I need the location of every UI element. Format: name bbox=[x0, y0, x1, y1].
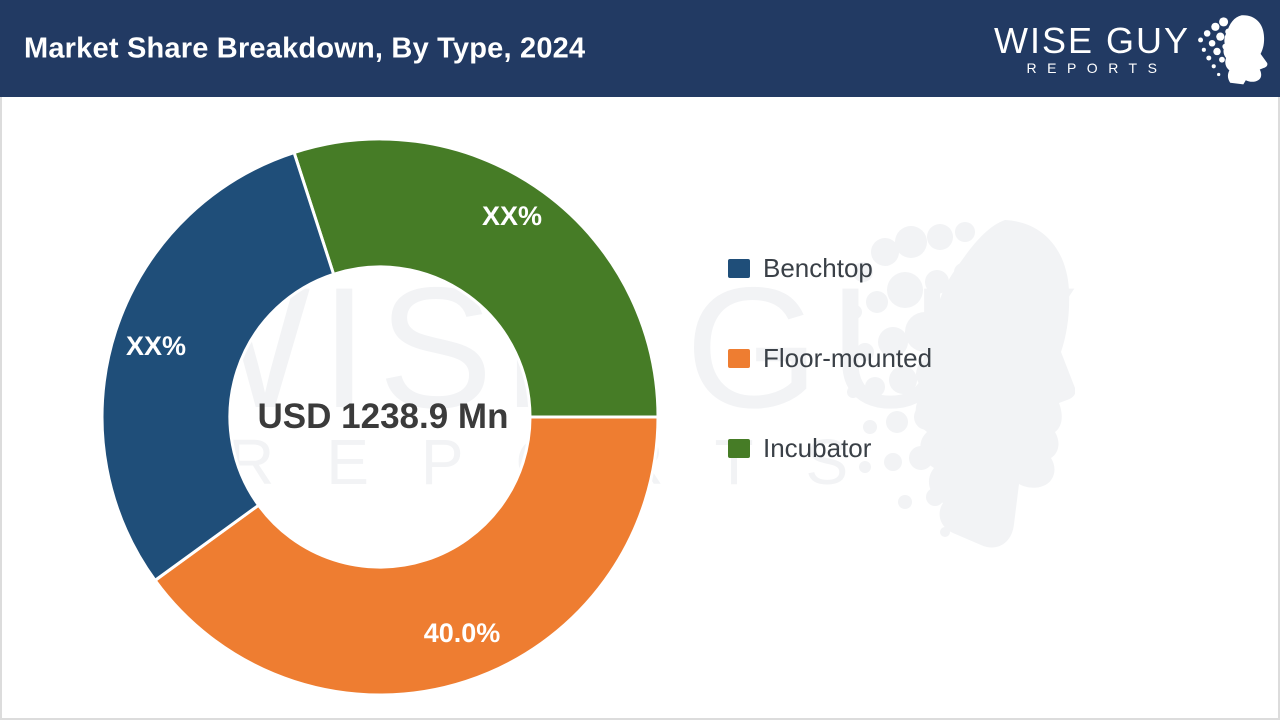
wiseguy-face-icon bbox=[1198, 15, 1268, 85]
legend-swatch-benchtop bbox=[728, 258, 750, 278]
wiseguy-logo-tagline: REPORTS bbox=[1026, 60, 1168, 77]
watermark-dots bbox=[847, 222, 975, 537]
wiseguy-logo-name: WISE GUY bbox=[993, 19, 1190, 61]
slice-floor-mounted[interactable] bbox=[153, 415, 660, 697]
legend: Benchtop Floor-mounted Incubator bbox=[728, 253, 932, 523]
legend-item-floor-mounted[interactable]: Floor-mounted bbox=[728, 343, 932, 373]
legend-item-benchtop[interactable]: Benchtop bbox=[728, 253, 932, 283]
donut-center-label: USD 1238.9 Mn bbox=[258, 397, 509, 436]
slice-benchtop[interactable] bbox=[100, 151, 336, 582]
legend-label-incubator: Incubator bbox=[763, 432, 872, 463]
wiseguy-logo-text: WISE GUY REPORTS bbox=[993, 19, 1190, 77]
legend-swatch-incubator bbox=[728, 438, 750, 458]
page-title: Market Share Breakdown, By Type, 2024 bbox=[24, 32, 586, 64]
donut-chart: XX% 40.0% XX% USD 1238.9 Mn bbox=[100, 137, 660, 697]
header-bar: Market Share Breakdown, By Type, 2024 bbox=[0, 0, 1280, 97]
slice-label-incubator: XX% bbox=[482, 201, 542, 231]
slice-label-benchtop: XX% bbox=[126, 331, 186, 361]
legend-label-floor-mounted: Floor-mounted bbox=[763, 342, 933, 373]
legend-swatch-floor-mounted bbox=[728, 348, 750, 368]
logo-dots bbox=[1198, 17, 1233, 77]
legend-label-benchtop: Benchtop bbox=[763, 252, 873, 283]
watermark-face-icon bbox=[847, 220, 1075, 548]
slice-incubator[interactable] bbox=[292, 137, 660, 419]
slice-label-floor-mounted: 40.0% bbox=[424, 618, 501, 648]
wiseguy-logo: WISE GUY REPORTS bbox=[994, 5, 1268, 93]
legend-item-incubator[interactable]: Incubator bbox=[728, 433, 932, 463]
watermark-face-profile bbox=[915, 220, 1075, 548]
